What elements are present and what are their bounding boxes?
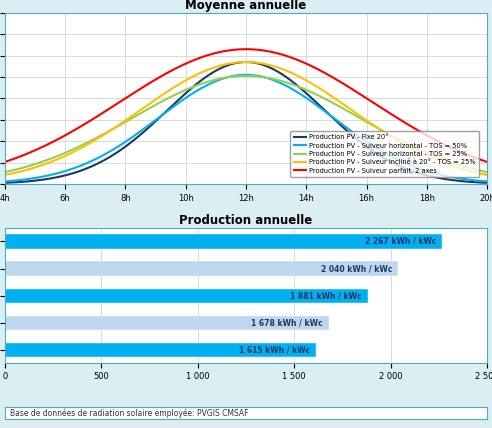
Production PV - Suiveur horizontal - TOS = 50% — [243, 72, 248, 77]
Production PV - Suiveur horizontal - TOS = 50% — [325, 111, 331, 116]
Production PV - Suiveur incliné à 20° - TOS = 25% — [287, 69, 293, 74]
Bar — [5, 235, 442, 249]
Title: Production annuelle: Production annuelle — [180, 214, 312, 227]
Production PV - Fixe 20° — [87, 164, 93, 169]
Text: 1 615 kWh / kWc: 1 615 kWh / kWc — [240, 345, 310, 354]
Legend: Production PV - Fixe 20°, Production PV - Suiveur horizontal - TOS = 50%, Produc: Production PV - Fixe 20°, Production PV … — [290, 131, 479, 177]
Bar — [5, 342, 316, 357]
Bar — [5, 288, 368, 303]
Production PV - Suiveur horizontal - TOS = 25% — [87, 139, 93, 144]
Production PV - Suiveur parfait, 2 axes — [220, 49, 226, 54]
Production PV - Suiveur horizontal - TOS = 50% — [126, 137, 132, 142]
Production PV - Suiveur incliné à 20° - TOS = 25% — [220, 62, 226, 68]
Production PV - Fixe 20° — [366, 146, 371, 151]
Text: Base de données de radiation solaire employée: PVGIS CMSAF: Base de données de radiation solaire emp… — [10, 409, 248, 418]
Production PV - Suiveur parfait, 2 axes — [484, 159, 490, 164]
Production PV - Fixe 20° — [2, 180, 8, 185]
Production PV - Fixe 20° — [220, 65, 226, 70]
Production PV - Suiveur parfait, 2 axes — [87, 118, 93, 123]
Production PV - Suiveur horizontal - TOS = 25% — [126, 117, 132, 122]
Production PV - Suiveur parfait, 2 axes — [366, 97, 371, 102]
Production PV - Suiveur parfait, 2 axes — [325, 72, 331, 77]
Production PV - Suiveur parfait, 2 axes — [2, 159, 8, 164]
Production PV - Suiveur horizontal - TOS = 50% — [484, 179, 490, 184]
Text: 2 040 kWh / kWc: 2 040 kWh / kWc — [321, 264, 393, 273]
Production PV - Suiveur horizontal - TOS = 25% — [287, 81, 293, 86]
Production PV - Suiveur horizontal - TOS = 25% — [325, 98, 331, 103]
Production PV - Suiveur horizontal - TOS = 25% — [2, 169, 8, 175]
Production PV - Suiveur horizontal - TOS = 50% — [2, 179, 8, 184]
Production PV - Suiveur incliné à 20° - TOS = 25% — [126, 116, 132, 121]
Production PV - Fixe 20° — [484, 180, 490, 185]
Production PV - Suiveur parfait, 2 axes — [126, 94, 132, 99]
Production PV - Suiveur horizontal - TOS = 50% — [287, 85, 293, 90]
Production PV - Suiveur horizontal - TOS = 50% — [366, 141, 371, 146]
Production PV - Suiveur incliné à 20° - TOS = 25% — [87, 140, 93, 146]
Production PV - Suiveur horizontal - TOS = 25% — [220, 75, 226, 80]
Production PV - Suiveur horizontal - TOS = 50% — [220, 76, 226, 81]
Line: Production PV - Suiveur horizontal - TOS = 25%: Production PV - Suiveur horizontal - TOS… — [5, 76, 487, 172]
Line: Production PV - Suiveur incliné à 20° - TOS = 25%: Production PV - Suiveur incliné à 20° - … — [5, 62, 487, 175]
Production PV - Fixe 20° — [325, 110, 331, 116]
Text: 1 881 kWh / kWc: 1 881 kWh / kWc — [290, 291, 362, 300]
Production PV - Fixe 20° — [126, 141, 132, 146]
Production PV - Fixe 20° — [243, 59, 248, 65]
Production PV - Suiveur incliné à 20° - TOS = 25% — [325, 91, 331, 96]
Title: Moyenne annuelle: Moyenne annuelle — [185, 0, 307, 12]
Bar — [5, 315, 329, 330]
Production PV - Suiveur incliné à 20° - TOS = 25% — [2, 172, 8, 178]
Production PV - Suiveur incliné à 20° - TOS = 25% — [484, 172, 490, 178]
Production PV - Suiveur parfait, 2 axes — [243, 47, 248, 52]
Text: 2 267 kWh / kWc: 2 267 kWh / kWc — [365, 237, 436, 246]
Production PV - Fixe 20° — [287, 77, 293, 82]
Text: 1 678 kWh / kWc: 1 678 kWh / kWc — [251, 318, 323, 327]
Production PV - Suiveur horizontal - TOS = 25% — [484, 169, 490, 175]
Production PV - Suiveur incliné à 20° - TOS = 25% — [366, 119, 371, 125]
Bar — [5, 262, 399, 276]
Line: Production PV - Suiveur parfait, 2 axes: Production PV - Suiveur parfait, 2 axes — [5, 49, 487, 162]
Production PV - Suiveur incliné à 20° - TOS = 25% — [243, 59, 248, 65]
Production PV - Suiveur parfait, 2 axes — [287, 54, 293, 59]
Production PV - Suiveur horizontal - TOS = 25% — [366, 121, 371, 126]
Production PV - Suiveur horizontal - TOS = 25% — [243, 73, 248, 78]
Production PV - Suiveur horizontal - TOS = 50% — [87, 159, 93, 164]
Line: Production PV - Suiveur horizontal - TOS = 50%: Production PV - Suiveur horizontal - TOS… — [5, 75, 487, 181]
Line: Production PV - Fixe 20°: Production PV - Fixe 20° — [5, 62, 487, 183]
